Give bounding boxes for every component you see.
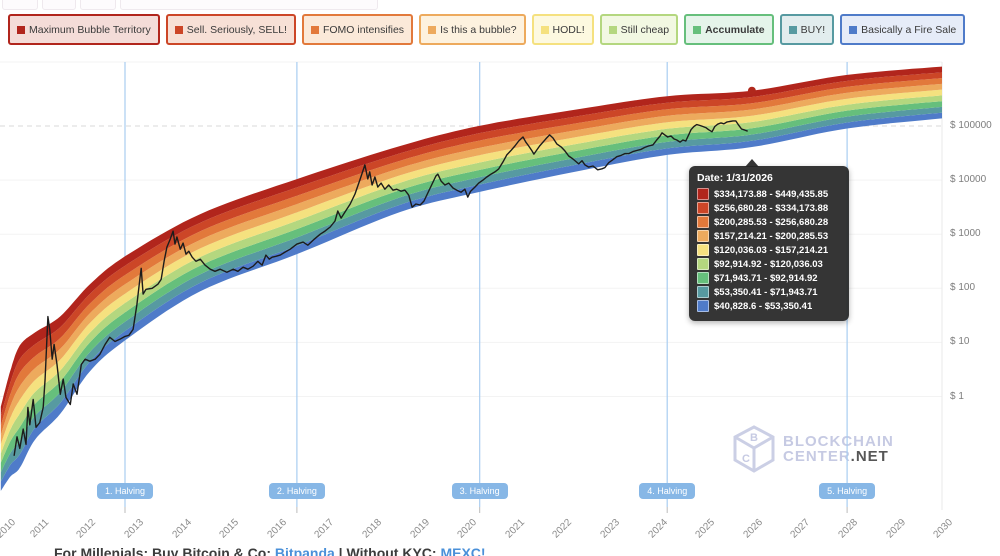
tooltip-row: $71,943.71 - $92,914.92 [697, 272, 841, 284]
tooltip-band-range: $334,173.88 - $449,435.85 [714, 188, 829, 200]
legend-item-label: Is this a bubble? [440, 23, 517, 36]
legend-item-7[interactable]: BUY! [779, 14, 835, 45]
legend-swatch-icon [310, 25, 319, 34]
legend-item-4[interactable]: HODL! [531, 14, 594, 45]
legend-swatch-icon [540, 25, 549, 34]
tooltip-band-swatch [697, 188, 709, 200]
legend-item-1[interactable]: Sell. Seriously, SELL! [165, 14, 296, 45]
cube-letter-b: B [750, 432, 758, 444]
legend-item-label: FOMO intensifies [322, 23, 405, 36]
tooltip-caret [745, 159, 759, 167]
y-axis-label: $ 100000 [950, 120, 992, 131]
halving-badge-2: 2. Halving [268, 483, 325, 499]
tooltip-band-range: $71,943.71 - $92,914.92 [714, 272, 818, 284]
cropped-header-element [120, 0, 378, 10]
rainbow-band [0, 112, 942, 491]
legend-item-label: BUY! [800, 23, 826, 36]
legend-item-2[interactable]: FOMO intensifies [301, 14, 414, 45]
legend-item-0[interactable]: Maximum Bubble Territory [8, 14, 160, 45]
legend-item-3[interactable]: Is this a bubble? [419, 14, 526, 45]
cube-letter-c: C [742, 453, 750, 465]
tooltip-band-range: $92,914.92 - $120,036.03 [714, 258, 823, 270]
legend-swatch-icon [17, 25, 25, 34]
legend-item-label: Maximum Bubble Territory [29, 23, 151, 36]
tooltip: Date: 1/31/2026 $334,173.88 - $449,435.8… [689, 159, 849, 321]
rainbow-band [0, 106, 942, 482]
watermark-text: BLOCKCHAIN CENTER.NET [783, 434, 894, 464]
legend-swatch-icon [788, 25, 797, 34]
tooltip-band-range: $200,285.53 - $256,680.28 [714, 216, 829, 228]
footer-mid: | Without KYC: [334, 545, 441, 556]
tooltip-band-swatch [697, 258, 709, 270]
tooltip-band-swatch [697, 202, 709, 214]
price-line [13, 120, 748, 456]
legend-item-label: Accumulate [705, 23, 765, 36]
halving-badge-3: 3. Halving [451, 483, 508, 499]
tooltip-band-range: $120,036.03 - $157,214.21 [714, 244, 829, 256]
tooltip-band-swatch [697, 244, 709, 256]
tooltip-date: Date: 1/31/2026 [697, 172, 773, 184]
legend-item-8[interactable]: Basically a Fire Sale [840, 14, 966, 45]
legend-swatch-icon [174, 25, 183, 34]
y-axis-label: $ 10 [950, 336, 970, 348]
rainbow-band [0, 78, 942, 435]
tooltip-band-swatch [697, 272, 709, 284]
hover-point-marker [747, 86, 756, 95]
halving-badge-4: 4. Halving [639, 483, 696, 499]
watermark-line2-light: CENTER [783, 448, 851, 465]
tooltip-row: $53,350.41 - $71,943.71 [697, 286, 841, 298]
tooltip-row: $200,285.53 - $256,680.28 [697, 216, 841, 228]
legend-item-6[interactable]: Accumulate [684, 14, 774, 45]
legend-swatch-icon [849, 25, 858, 34]
mexc-link[interactable]: MEXC! [440, 545, 486, 556]
legend-swatch-icon [608, 25, 617, 34]
tooltip-band-swatch [697, 230, 709, 242]
rainbow-band [0, 101, 942, 473]
cropped-header-element [2, 0, 38, 10]
tooltip-row: $92,914.92 - $120,036.03 [697, 258, 841, 270]
footer-text: For Millenials: Buy Bitcoin & Co: Bitpan… [54, 545, 486, 556]
watermark-line1: BLOCKCHAIN [783, 433, 894, 450]
tooltip-row: $157,214.21 - $200,285.53 [697, 230, 841, 242]
rainbow-band [0, 89, 942, 454]
y-axis-label: $ 1000 [950, 228, 981, 240]
tooltip-band-swatch [697, 216, 709, 228]
legend-item-label: Still cheap [620, 23, 670, 36]
legend-swatch-icon [428, 25, 437, 34]
rainbow-band [0, 95, 942, 463]
cropped-header-element [42, 0, 76, 10]
watermark-logo: B C BLOCKCHAIN CENTER.NET [731, 424, 894, 474]
band-legend: Maximum Bubble Territory Sell. Seriously,… [8, 14, 966, 45]
tooltip-row: $256,680.28 - $334,173.88 [697, 202, 841, 214]
tooltip-band-swatch [697, 286, 709, 298]
y-axis-label: $ 1 [950, 390, 964, 402]
tooltip-band-swatch [697, 300, 709, 312]
tooltip-row: $120,036.03 - $157,214.21 [697, 244, 841, 256]
rainbow-bands [0, 66, 942, 491]
bitpanda-link[interactable]: Bitpanda [274, 545, 335, 556]
legend-item-5[interactable]: Still cheap [599, 14, 679, 45]
footer-prefix: For Millenials: Buy Bitcoin & Co: [54, 545, 275, 556]
watermark-line2-dark: .NET [850, 448, 889, 465]
legend-item-label: HODL! [552, 23, 585, 36]
legend-item-label: Basically a Fire Sale [861, 23, 957, 36]
rainbow-band [0, 83, 942, 445]
cube-logo-icon: B C [733, 425, 775, 473]
tooltip-row: $334,173.88 - $449,435.85 [697, 188, 841, 200]
legend-swatch-icon [693, 25, 702, 34]
tooltip-row: $40,828.6 - $53,350.41 [697, 300, 841, 312]
tooltip-band-range: $53,350.41 - $71,943.71 [714, 286, 818, 298]
legend-item-label: Sell. Seriously, SELL! [186, 23, 287, 36]
halving-badge-1: 1. Halving [97, 483, 154, 499]
tooltip-band-range: $40,828.6 - $53,350.41 [714, 300, 813, 312]
tooltip-band-range: $256,680.28 - $334,173.88 [714, 202, 829, 214]
y-axis-label: $ 10000 [950, 174, 987, 186]
cropped-header-element [80, 0, 116, 10]
halving-badge-5: 5. Halving [819, 483, 876, 499]
y-axis-label: $ 100 [950, 282, 976, 294]
tooltip-band-range: $157,214.21 - $200,285.53 [714, 230, 829, 242]
